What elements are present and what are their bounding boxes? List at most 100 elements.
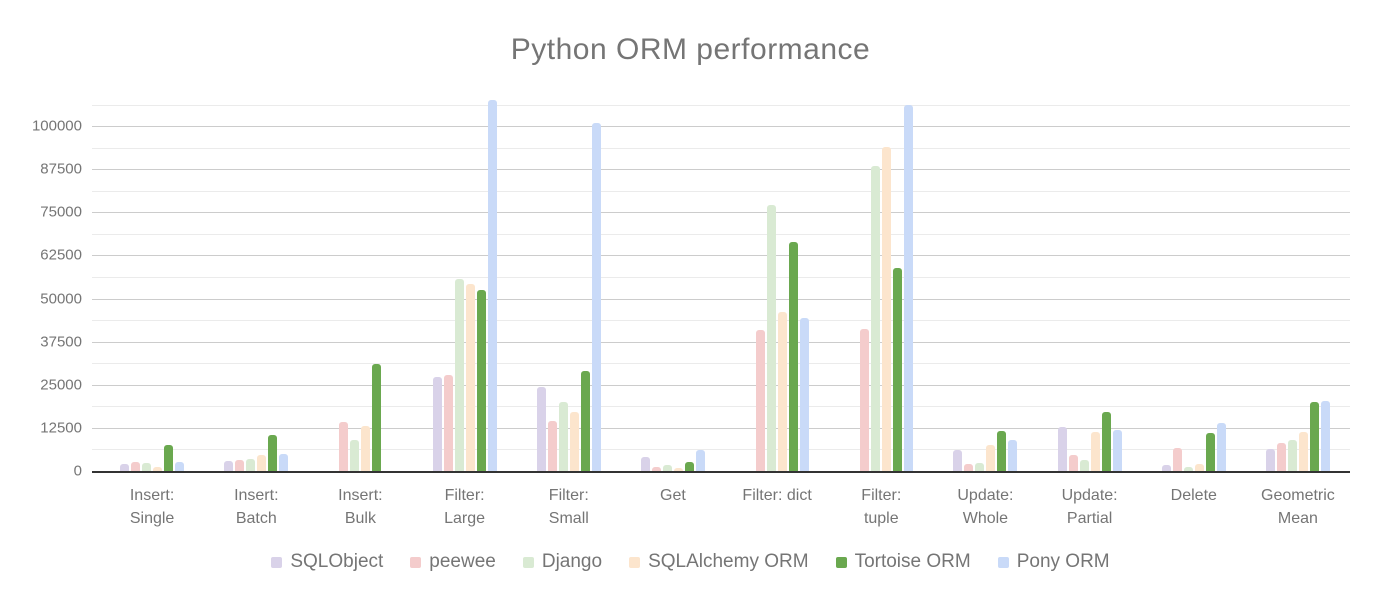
bar-tortoise-orm-filter-dict[interactable] — [789, 241, 799, 471]
bar-pony-orm-filter-tuple[interactable] — [904, 105, 914, 471]
bar-sqlalchemy-orm-get[interactable] — [673, 467, 683, 471]
x-axis-label: Update: Partial — [1061, 487, 1118, 528]
legend-item-tortoise-orm[interactable]: Tortoise ORM — [835, 551, 971, 573]
bar-tortoise-orm-update-partial[interactable] — [1101, 411, 1111, 471]
bar-tortoise-orm-insert-batch[interactable] — [268, 434, 278, 471]
bar-pony-orm-update-whole[interactable] — [1008, 440, 1018, 471]
bar-peewee-insert-single[interactable] — [131, 462, 141, 471]
bar-peewee-geometric-mean[interactable] — [1276, 442, 1286, 471]
bar-tortoise-orm-insert-bulk[interactable] — [372, 364, 382, 471]
minor-gridline — [92, 277, 1350, 278]
bar-django-filter-dict[interactable] — [767, 204, 777, 471]
minor-gridline — [92, 190, 1350, 192]
bar-peewee-get[interactable] — [651, 466, 661, 471]
minor-gridline — [92, 233, 1350, 235]
x-axis-label: Filter: Small — [548, 487, 589, 528]
bar-pony-orm-filter-small[interactable] — [591, 123, 601, 471]
bar-sqlalchemy-orm-filter-small[interactable] — [569, 411, 579, 471]
major-gridline — [92, 427, 1350, 429]
bar-django-insert-single[interactable] — [142, 462, 152, 471]
bar-sqlalchemy-orm-geometric-mean[interactable] — [1298, 431, 1308, 471]
legend-swatch-sqlalchemy-orm — [629, 556, 641, 568]
bar-pony-orm-update-partial[interactable] — [1112, 429, 1122, 471]
bar-peewee-filter-large[interactable] — [443, 375, 453, 471]
x-axis-label: Delete — [1170, 487, 1217, 504]
legend-item-sqlobject[interactable]: SQLObject — [271, 551, 383, 573]
bar-sqlobject-delete[interactable] — [1161, 464, 1171, 471]
bar-pony-orm-delete[interactable] — [1216, 423, 1226, 471]
bar-tortoise-orm-get[interactable] — [684, 461, 694, 471]
y-axis-tick-label: 37500 — [40, 333, 82, 351]
bar-peewee-insert-batch[interactable] — [235, 460, 245, 471]
bar-django-get[interactable] — [662, 465, 672, 471]
bar-sqlobject-get[interactable] — [640, 456, 650, 471]
bar-sqlobject-filter-large[interactable] — [432, 376, 442, 471]
bar-sqlalchemy-orm-insert-bulk[interactable] — [361, 426, 371, 471]
bar-tortoise-orm-filter-small[interactable] — [580, 371, 590, 471]
bar-pony-orm-filter-large[interactable] — [487, 100, 497, 471]
bar-pony-orm-filter-dict[interactable] — [800, 317, 810, 471]
legend-label: peewee — [429, 551, 496, 572]
bar-sqlobject-update-whole[interactable] — [953, 449, 963, 471]
bar-pony-orm-get[interactable] — [695, 450, 705, 471]
bar-peewee-delete[interactable] — [1172, 448, 1182, 471]
y-axis-tick-label: 25000 — [40, 376, 82, 394]
major-gridline — [92, 298, 1350, 300]
y-axis-tick-label: 12500 — [40, 419, 82, 437]
major-gridline — [92, 169, 1350, 171]
minor-gridline — [92, 147, 1350, 149]
bar-sqlobject-filter-small[interactable] — [536, 387, 546, 471]
legend-item-django[interactable]: Django — [522, 551, 603, 573]
bar-sqlobject-insert-single[interactable] — [120, 464, 130, 471]
bar-sqlalchemy-orm-update-whole[interactable] — [986, 444, 996, 471]
bar-django-filter-small[interactable] — [558, 401, 568, 471]
x-axis-label: Insert: Single — [129, 487, 175, 528]
legend-label: Django — [541, 551, 603, 572]
bar-pony-orm-geometric-mean[interactable] — [1320, 400, 1330, 471]
y-axis-tick-label: 0 — [73, 462, 82, 480]
bar-sqlalchemy-orm-insert-batch[interactable] — [257, 454, 267, 471]
bar-django-insert-batch[interactable] — [246, 459, 256, 471]
bar-django-filter-large[interactable] — [454, 279, 464, 471]
bar-django-insert-bulk[interactable] — [350, 440, 360, 471]
bar-sqlalchemy-orm-update-partial[interactable] — [1090, 431, 1100, 471]
bar-peewee-filter-small[interactable] — [547, 421, 557, 471]
bar-tortoise-orm-geometric-mean[interactable] — [1309, 401, 1319, 471]
legend-swatch-tortoise-orm — [835, 556, 847, 568]
bar-sqlalchemy-orm-delete[interactable] — [1194, 463, 1204, 471]
bar-tortoise-orm-delete[interactable] — [1205, 433, 1215, 471]
bar-pony-orm-insert-single[interactable] — [175, 462, 185, 471]
bar-sqlobject-geometric-mean[interactable] — [1265, 449, 1275, 471]
y-axis-tick-label: 75000 — [40, 203, 82, 221]
major-gridline — [92, 212, 1350, 214]
bar-sqlalchemy-orm-insert-single[interactable] — [153, 466, 163, 471]
bar-sqlalchemy-orm-filter-tuple[interactable] — [882, 146, 892, 471]
bar-django-filter-tuple[interactable] — [871, 165, 881, 471]
bar-tortoise-orm-filter-tuple[interactable] — [893, 267, 903, 471]
bar-peewee-filter-dict[interactable] — [756, 329, 766, 471]
bar-peewee-update-whole[interactable] — [964, 464, 974, 471]
bar-sqlobject-insert-batch[interactable] — [224, 461, 234, 471]
bar-sqlobject-update-partial[interactable] — [1057, 426, 1067, 471]
x-axis-label: Get — [659, 487, 686, 504]
legend-item-pony-orm[interactable]: Pony ORM — [997, 551, 1110, 573]
bar-peewee-update-partial[interactable] — [1068, 454, 1078, 471]
bar-tortoise-orm-update-whole[interactable] — [997, 431, 1007, 471]
x-axis-label: Filter: tuple — [861, 487, 902, 528]
minor-gridline — [92, 320, 1350, 322]
bar-django-update-partial[interactable] — [1079, 460, 1089, 471]
legend-item-peewee[interactable]: peewee — [410, 551, 496, 573]
bar-tortoise-orm-filter-large[interactable] — [476, 290, 486, 471]
bar-pony-orm-insert-batch[interactable] — [279, 453, 289, 471]
bar-sqlalchemy-orm-filter-large[interactable] — [465, 283, 475, 471]
bar-tortoise-orm-insert-single[interactable] — [164, 445, 174, 471]
bar-peewee-insert-bulk[interactable] — [339, 421, 349, 471]
bar-sqlalchemy-orm-filter-dict[interactable] — [778, 312, 788, 471]
bar-django-delete[interactable] — [1183, 466, 1193, 471]
bar-django-geometric-mean[interactable] — [1287, 440, 1297, 471]
minor-gridline — [92, 406, 1350, 408]
bar-django-update-whole[interactable] — [975, 463, 985, 471]
bar-peewee-filter-tuple[interactable] — [860, 328, 870, 471]
legend-item-sqlalchemy-orm[interactable]: SQLAlchemy ORM — [629, 551, 809, 573]
x-axis-label: Update: Whole — [957, 487, 1014, 528]
